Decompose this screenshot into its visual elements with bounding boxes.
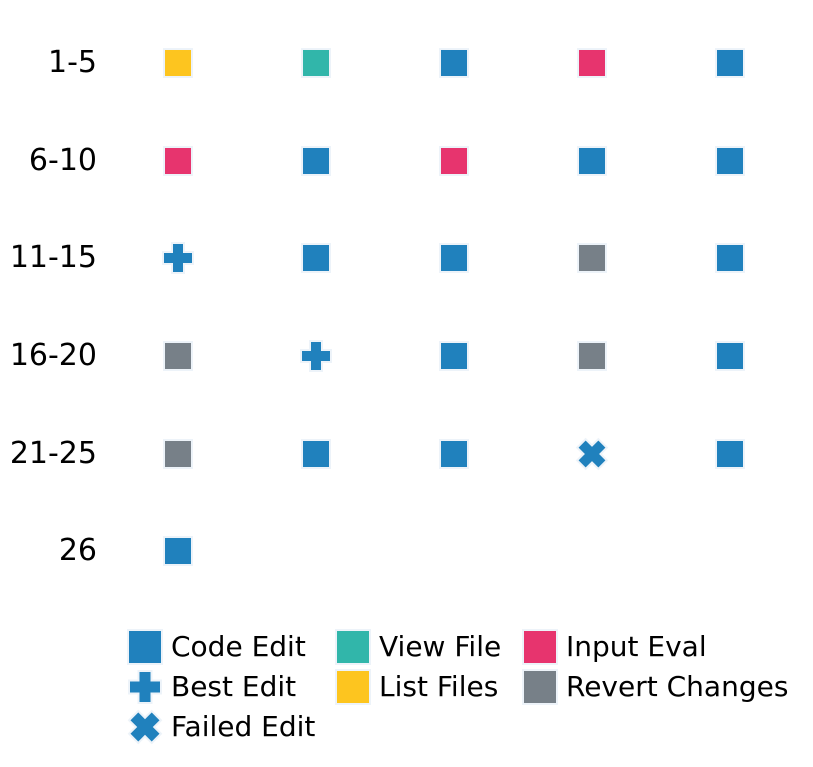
legend-item-input-eval: Input Eval xyxy=(522,629,707,665)
marker-revert-changes xyxy=(163,439,193,469)
marker-code-edit xyxy=(439,243,469,273)
marker-code-edit xyxy=(163,536,193,566)
marker-code-edit xyxy=(301,243,331,273)
marker-revert-changes xyxy=(163,341,193,371)
legend-plus-swatch-best-edit xyxy=(127,669,163,705)
legend-item-failed-edit: Failed Edit xyxy=(127,709,315,745)
marker-code-edit xyxy=(301,439,331,469)
row-label-1-5: 1-5 xyxy=(48,45,97,80)
marker-code-edit xyxy=(715,146,745,176)
marker-input-eval xyxy=(577,48,607,78)
marker-code-edit xyxy=(715,341,745,371)
legend-label-list-files: List Files xyxy=(379,670,499,703)
legend-square-swatch-revert-changes xyxy=(522,669,558,705)
marker-code-edit xyxy=(715,243,745,273)
legend-square-swatch-view-file xyxy=(335,629,371,665)
marker-code-edit xyxy=(439,341,469,371)
marker-revert-changes xyxy=(577,341,607,371)
legend-label-best-edit: Best Edit xyxy=(171,670,297,703)
row-label-16-20: 16-20 xyxy=(9,338,97,373)
marker-code-edit xyxy=(439,439,469,469)
marker-code-edit xyxy=(439,48,469,78)
marker-best-edit xyxy=(299,339,333,373)
marker-input-eval xyxy=(163,146,193,176)
marker-list-files xyxy=(163,48,193,78)
legend-label-failed-edit: Failed Edit xyxy=(171,710,316,743)
legend-square-swatch-code-edit xyxy=(127,629,163,665)
legend-square-swatch-list-files xyxy=(335,669,371,705)
legend-label-input-eval: Input Eval xyxy=(566,630,707,663)
marker-code-edit xyxy=(715,439,745,469)
marker-best-edit xyxy=(161,241,195,275)
row-label-11-15: 11-15 xyxy=(9,240,97,275)
row-label-6-10: 6-10 xyxy=(28,143,97,178)
row-label-26: 26 xyxy=(58,533,97,568)
legend-item-best-edit: Best Edit xyxy=(127,669,296,705)
legend-item-revert-changes: Revert Changes xyxy=(522,669,788,705)
marker-code-edit xyxy=(715,48,745,78)
legend-item-code-edit: Code Edit xyxy=(127,629,306,665)
row-label-21-25: 21-25 xyxy=(9,436,97,471)
marker-view-file xyxy=(301,48,331,78)
legend-square-swatch-input-eval xyxy=(522,629,558,665)
marker-code-edit xyxy=(577,146,607,176)
marker-failed-edit xyxy=(575,437,609,471)
legend-item-view-file: View File xyxy=(335,629,501,665)
marker-code-edit xyxy=(301,146,331,176)
legend-x-swatch-failed-edit xyxy=(127,709,163,745)
legend-label-view-file: View File xyxy=(379,630,502,663)
marker-input-eval xyxy=(439,146,469,176)
legend-label-code-edit: Code Edit xyxy=(171,630,306,663)
legend-label-revert-changes: Revert Changes xyxy=(566,670,789,703)
legend-item-list-files: List Files xyxy=(335,669,498,705)
marker-revert-changes xyxy=(577,243,607,273)
